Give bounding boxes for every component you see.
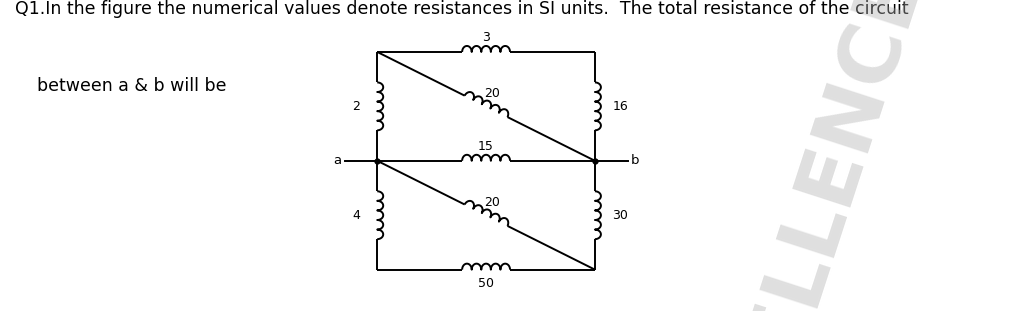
Text: b: b [631,154,639,167]
Text: 20: 20 [484,196,501,209]
Text: 16: 16 [612,100,628,113]
Text: 4: 4 [352,209,359,222]
Text: 50: 50 [478,277,494,290]
Text: 30: 30 [612,209,628,222]
Text: 15: 15 [478,140,494,153]
Text: 2: 2 [352,100,359,113]
Text: CELLENCE: CELLENCE [717,0,938,311]
Text: between a & b will be: between a & b will be [14,77,226,95]
Text: 3: 3 [482,31,490,44]
Text: 20: 20 [484,87,501,100]
Text: Q1.In the figure the numerical values denote resistances in SI units.  The total: Q1.In the figure the numerical values de… [14,0,908,18]
Text: a: a [333,154,341,167]
